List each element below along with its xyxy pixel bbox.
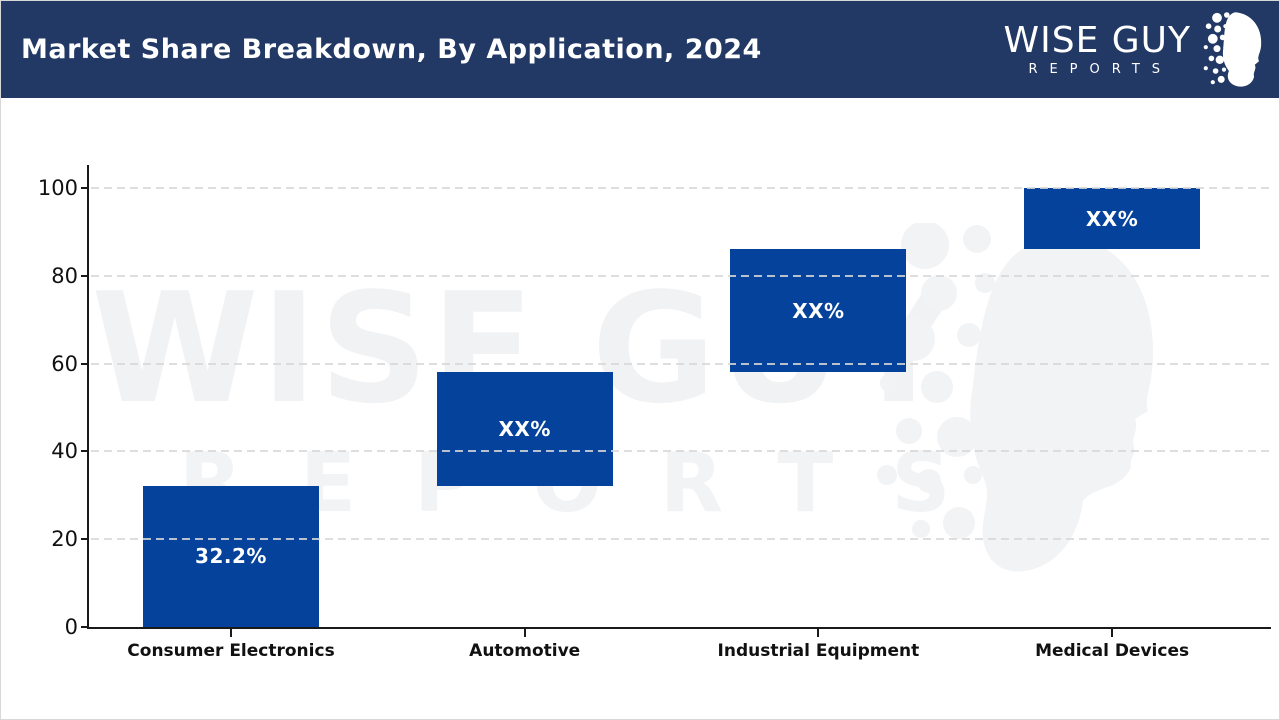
y-tick-label: 80 [51,263,78,288]
y-tick-label: 40 [51,439,78,464]
logo-subtitle: REPORTS [1028,62,1173,77]
x-category-label: Medical Devices [1035,641,1190,661]
x-category-label: Automotive [469,641,581,661]
y-tick-label: 60 [51,351,78,376]
y-tick-mark [81,187,89,189]
x-axis-line [87,627,1271,629]
bar-value-label: 32.2% [195,544,267,569]
gridline [91,450,1271,453]
bar-segment: XX% [1024,188,1201,250]
logo-wordmark: WISE GUY [1003,20,1191,61]
x-tick-mark [1111,629,1114,637]
header-band: Market Share Breakdown, By Application, … [1,1,1279,98]
bar-value-label: XX% [792,298,845,323]
x-category-label: Industrial Equipment [717,641,920,661]
wiseguy-logo: WISE GUY REPORTS [1004,1,1268,98]
y-tick-mark [81,626,89,628]
bar-segment: XX% [730,249,907,373]
x-tick-mark [523,629,526,637]
page-title: Market Share Breakdown, By Application, … [21,34,762,65]
bar-segment: 32.2% [143,485,319,627]
y-axis-line [87,165,89,629]
x-tick-mark [817,629,820,637]
y-tick-mark [81,538,89,541]
gridline [91,362,1271,365]
y-tick-label: 20 [51,527,78,552]
bar-value-label: XX% [498,417,551,441]
y-tick-label: 0 [64,615,78,639]
y-tick-mark [81,362,89,365]
y-tick-mark [81,274,89,277]
gridline [91,538,1271,541]
watermark-head-icon [877,223,1154,572]
bar-segment: XX% [436,372,613,486]
gridline [91,274,1271,277]
x-tick-mark [230,629,232,637]
dotted-head-icon [1203,11,1262,87]
gridline [91,187,1271,189]
y-tick-mark [81,450,89,453]
y-tick-label: 100 [37,176,78,200]
bar-value-label: XX% [1085,206,1139,231]
x-category-label: Consumer Electronics [127,641,335,661]
logo-text: WISE GUY REPORTS [1003,20,1192,77]
